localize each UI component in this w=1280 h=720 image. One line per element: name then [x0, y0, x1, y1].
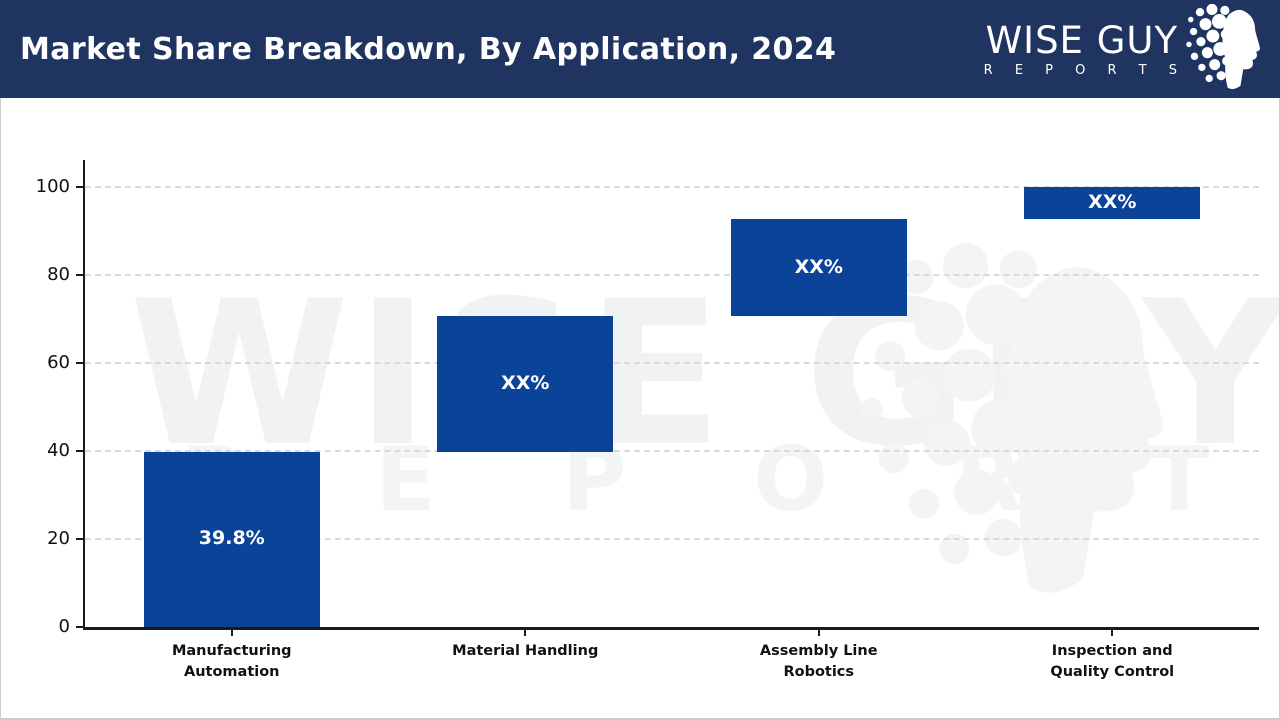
y-tick [76, 538, 85, 540]
bar-value-label: XX% [1088, 191, 1137, 214]
chart-area: WISE GUY R E P O R T S 02040608010039.8%… [0, 98, 1280, 720]
bar-value-label: XX% [794, 255, 843, 278]
y-tick [76, 450, 85, 452]
brand-name: WISE GUY [985, 18, 1179, 62]
y-tick-label: 40 [47, 440, 70, 461]
y-tick-label: 100 [35, 176, 70, 197]
bar-value-label: 39.8% [198, 527, 265, 550]
gridline [85, 450, 1259, 452]
y-tick-label: 80 [47, 264, 70, 285]
category-label: Material Handling [452, 643, 599, 659]
brand-subtitle: R E P O R T S [983, 62, 1186, 78]
bar [143, 451, 320, 627]
y-tick [76, 362, 85, 364]
y-tick-label: 20 [47, 528, 70, 549]
brand-logo: WISE GUY R E P O R T S [978, 3, 1280, 95]
x-tick [1111, 629, 1114, 636]
x-axis [82, 627, 1259, 630]
y-tick [76, 626, 85, 628]
x-tick [524, 629, 527, 636]
bar [437, 316, 614, 452]
y-tick-label: 0 [58, 616, 70, 637]
y-axis [82, 160, 85, 630]
y-tick-label: 60 [47, 352, 70, 373]
gridline [85, 274, 1259, 276]
x-tick [230, 629, 233, 636]
watermark-head-icon [859, 242, 1163, 593]
category-label: Manufacturing Automation [171, 643, 292, 680]
bar [730, 219, 907, 317]
category-label: Inspection and Quality Control [1050, 643, 1175, 680]
y-tick [76, 186, 85, 188]
wiseguy-head-icon [1186, 3, 1260, 90]
x-tick [817, 629, 820, 636]
category-label: Assembly Line Robotics [759, 643, 878, 680]
gridline [85, 538, 1259, 540]
page-title: Market Share Breakdown, By Application, … [20, 31, 837, 67]
gridline [85, 362, 1259, 364]
y-tick [76, 274, 85, 276]
bar-value-label: XX% [501, 372, 550, 395]
bar [1024, 187, 1201, 220]
header: Market Share Breakdown, By Application, … [0, 0, 1280, 98]
brand-logo-text: WISE GUY R E P O R T S [978, 18, 1186, 78]
gridline [85, 186, 1259, 188]
